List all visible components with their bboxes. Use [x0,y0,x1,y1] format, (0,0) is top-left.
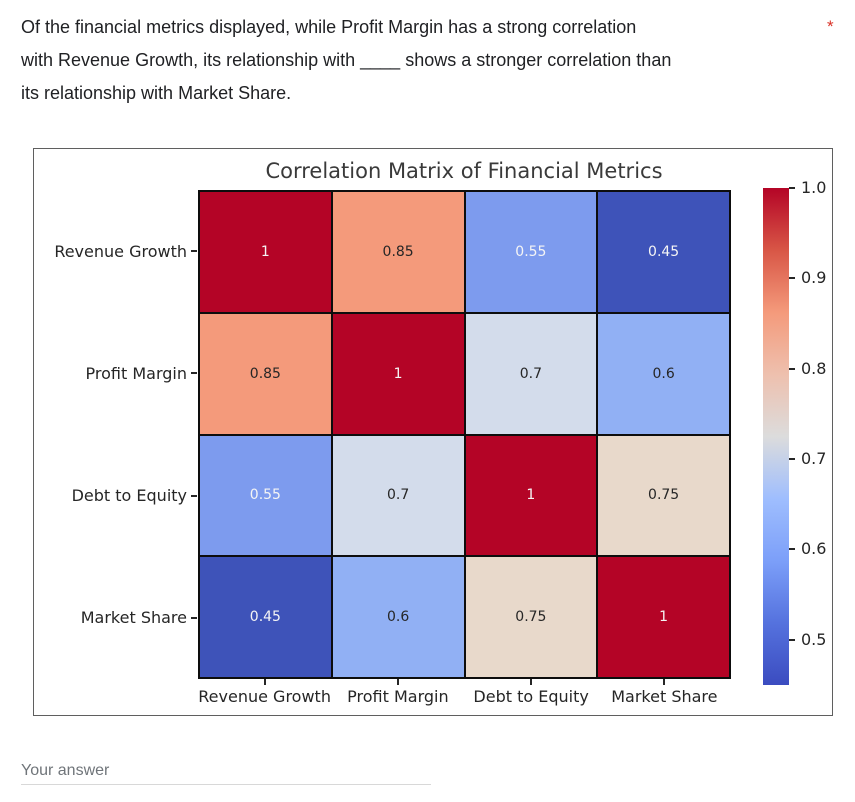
answer-input[interactable] [21,757,431,785]
heatmap-cell-r1c2: 0.7 [464,312,598,435]
colorbar-tick [789,548,795,551]
x-axis-tick [263,679,266,685]
y-axis-label: Revenue Growth [54,241,187,261]
x-axis-tick [396,679,399,685]
colorbar-tick [789,638,795,641]
figure: Correlation Matrix of Financial Metrics … [33,148,833,716]
x-axis-tick [530,679,533,685]
colorbar-tick [789,367,795,370]
heatmap-cell-r1c3: 0.6 [597,312,730,435]
y-axis-label: Debt to Equity [71,486,187,506]
heatmap-cell-r0c3: 0.45 [597,191,730,313]
heatmap-cell-r0c2: 0.55 [464,191,598,313]
heatmap-grid: 1 0.85 0.55 0.45 0.85 1 0.7 0.6 0.55 0.7 1 0.75 0.45… [198,190,731,679]
question-line: with Revenue Growth, its relationship wi… [21,50,672,70]
heatmap-cell-r1c1: 1 [331,312,465,435]
heatmap-cell-r3c2: 0.75 [464,556,598,678]
y-axis-tick [191,250,197,253]
colorbar-tick-label: 0.6 [801,539,827,559]
heatmap-cell-r3c0: 0.45 [199,556,332,678]
chart-title: Correlation Matrix of Financial Metrics [265,159,663,183]
y-axis-tick [191,372,197,375]
colorbar-tick [789,458,795,461]
x-axis-label: Debt to Equity [473,687,589,706]
colorbar-tick-label: 1.0 [801,178,827,197]
x-axis-label: Profit Margin [347,687,449,706]
heatmap-cell-r2c3: 0.75 [597,434,730,557]
colorbar-tick [789,277,795,280]
y-axis-label: Market Share [80,608,187,628]
x-axis-label: Market Share [611,687,718,706]
heatmap-cell-r3c1: 0.6 [331,556,465,678]
colorbar-tick-label: 0.5 [801,629,827,649]
y-axis-tick [191,616,197,619]
colorbar [763,188,789,685]
heatmap-cell-r0c1: 0.85 [331,191,465,313]
y-axis-tick [191,494,197,497]
heatmap-cell-r0c0: 1 [199,191,332,313]
colorbar-tick-label: 0.8 [801,358,827,378]
y-axis-labels: Revenue Growth Profit Margin Debt to Equit… [34,190,187,679]
x-axis-tick [663,679,666,685]
question-line: Of the financial metrics displayed, whil… [21,17,637,37]
x-axis-labels: Revenue Growth Profit Margin Debt to Equit… [198,687,731,709]
colorbar-tick-label: 0.9 [801,268,827,288]
heatmap-cell-r3c3: 1 [597,556,730,678]
required-asterisk: * [827,17,834,36]
x-axis-label: Revenue Growth [198,687,331,706]
colorbar-tick [789,187,795,189]
heatmap-cell-r2c2: 1 [464,434,598,557]
question-text: Of the financial metrics displayed, whil… [21,11,821,110]
heatmap-cell-r1c0: 0.85 [199,312,332,435]
colorbar-tick-label: 0.7 [801,449,827,469]
heatmap-cell-r2c1: 0.7 [331,434,465,557]
question-line: its relationship with Market Share. [21,83,292,103]
heatmap-cell-r2c0: 0.55 [199,434,332,557]
y-axis-label: Profit Margin [85,363,187,383]
